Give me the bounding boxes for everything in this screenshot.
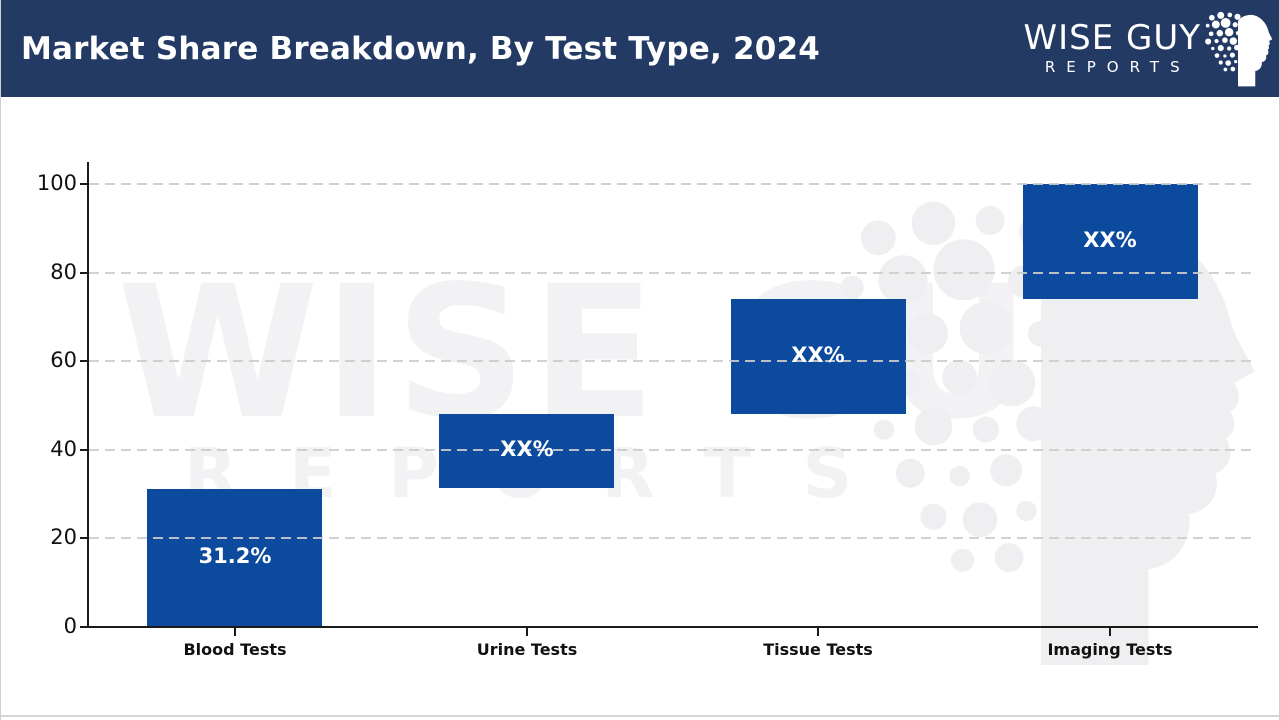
brand-logo: WISE GUY REPORTS: [1023, 0, 1273, 97]
logo-face-icon: [1205, 11, 1273, 86]
y-tick-label: 80: [50, 260, 77, 284]
y-axis-tick: [80, 360, 88, 362]
bar-value-label: XX%: [791, 343, 845, 367]
bar: [439, 414, 614, 488]
y-tick-label: 0: [63, 614, 77, 638]
x-axis: [87, 626, 1258, 628]
x-tick-label: Urine Tests: [476, 640, 578, 659]
gridline: [89, 537, 1256, 539]
logo-wordmark-line2: REPORTS: [1044, 57, 1191, 76]
x-axis-tick: [234, 628, 236, 636]
y-axis-tick: [80, 183, 88, 185]
header-bar: Market Share Breakdown, By Test Type, 20…: [1, 0, 1279, 97]
x-axis-tick: [526, 628, 528, 636]
bar-value-label: XX%: [1083, 228, 1137, 252]
gridline: [89, 360, 1256, 362]
x-axis-tick: [1109, 628, 1111, 636]
watermark-text-primary: WISE GUY: [117, 247, 1171, 460]
bar-value-label: XX%: [500, 437, 554, 461]
y-tick-label: 60: [50, 348, 77, 372]
y-tick-label: 40: [50, 437, 77, 461]
y-axis-tick: [80, 626, 88, 628]
x-tick-label: Blood Tests: [183, 640, 287, 659]
y-axis-tick: [80, 272, 88, 274]
y-axis: [87, 162, 89, 628]
x-axis-tick: [817, 628, 819, 636]
y-axis-tick: [80, 537, 88, 539]
logo-wordmark-line1: WISE GUY: [1023, 18, 1201, 59]
gridline: [89, 272, 1256, 274]
x-tick-label: Imaging Tests: [1047, 640, 1173, 659]
bar-value-label: 31.2%: [198, 544, 272, 568]
gridline: [89, 183, 1256, 185]
y-axis-tick: [80, 449, 88, 451]
gridline: [89, 449, 1256, 451]
page-title: Market Share Breakdown, By Test Type, 20…: [21, 30, 821, 67]
logo-wordmark: WISE GUY REPORTS: [1023, 18, 1201, 76]
footer-divider: [1, 715, 1279, 717]
y-tick-label: 100: [36, 171, 77, 195]
y-tick-label: 20: [50, 525, 77, 549]
x-tick-label: Tissue Tests: [763, 640, 873, 659]
bar: [147, 489, 322, 627]
